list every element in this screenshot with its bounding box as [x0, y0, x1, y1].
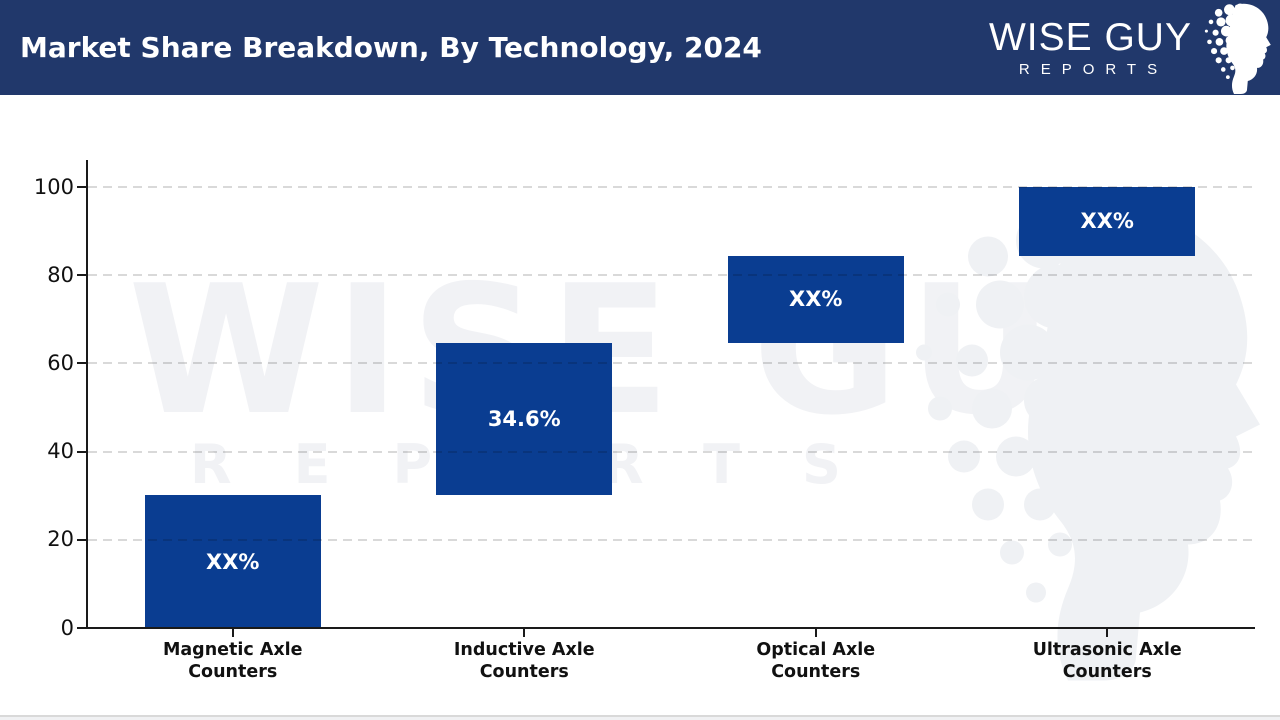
x-tick-label: Inductive Axle Counters — [453, 640, 595, 682]
x-tick-mark — [523, 629, 526, 637]
brand-wordmark: WISE GUY REPORTS — [988, 15, 1192, 78]
bar-value-label: XX% — [789, 287, 843, 312]
y-tick-label: 100 — [33, 174, 74, 199]
y-tick-mark — [77, 274, 86, 277]
bar-value-label: 34.6% — [487, 406, 561, 431]
header-bar: Market Share Breakdown, By Technology, 2… — [0, 0, 1280, 95]
bar: XX% — [144, 495, 321, 628]
x-tick-mark — [814, 629, 817, 637]
dotted-head-icon — [1194, 2, 1274, 94]
y-tick-label: 0 — [60, 615, 74, 640]
bar: XX% — [727, 255, 904, 343]
gridline — [88, 362, 1253, 365]
x-tick-mark — [231, 629, 234, 637]
bar: XX% — [1019, 187, 1196, 256]
y-tick-mark — [77, 450, 86, 453]
bottom-divider — [0, 715, 1280, 717]
x-tick-label: Ultrasonic Axle Counters — [1032, 640, 1182, 682]
gridline — [88, 186, 1253, 188]
gridline — [88, 450, 1253, 453]
y-tick-mark — [77, 538, 86, 541]
y-tick-label: 60 — [47, 350, 74, 375]
bottom-strip — [0, 717, 1280, 720]
brand-sub-text: REPORTS — [1018, 60, 1169, 78]
y-axis-line — [86, 160, 88, 629]
x-tick-mark — [1106, 629, 1109, 637]
gridline — [88, 538, 1253, 541]
y-tick-mark — [77, 362, 86, 365]
y-tick-mark — [77, 627, 86, 629]
bar-value-label: XX% — [1080, 209, 1134, 234]
y-tick-label: 20 — [47, 527, 74, 552]
y-tick-label: 40 — [47, 439, 74, 464]
page-title: Market Share Breakdown, By Technology, 2… — [20, 31, 762, 64]
x-tick-label: Optical Axle Counters — [756, 640, 876, 682]
bar-value-label: XX% — [206, 549, 260, 574]
y-tick-mark — [77, 186, 86, 188]
brand-logo: WISE GUY REPORTS — [989, 0, 1274, 95]
y-tick-label: 80 — [47, 262, 74, 287]
bar: 34.6% — [436, 342, 613, 496]
brand-name-text: WISE GUY — [988, 15, 1192, 59]
x-axis-line — [86, 627, 1255, 629]
x-tick-label: Magnetic Axle Counters — [162, 640, 303, 682]
gridline — [88, 274, 1253, 277]
